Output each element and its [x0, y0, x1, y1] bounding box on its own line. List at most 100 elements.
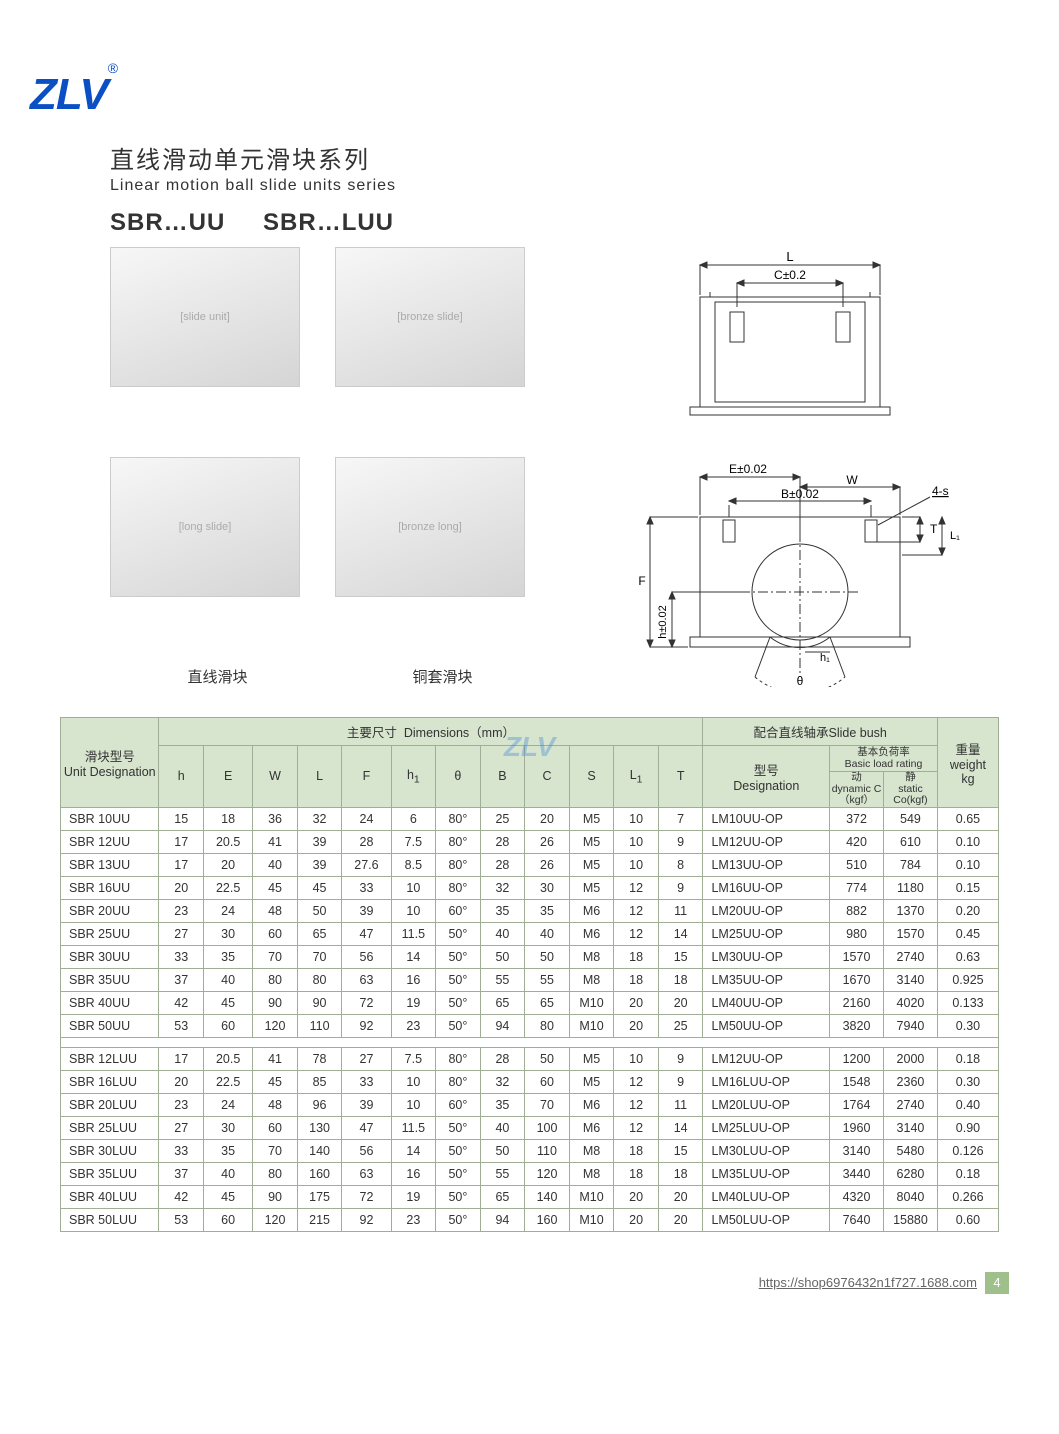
table-cell: 39	[342, 1093, 391, 1116]
table-cell: LM50LUU-OP	[703, 1208, 830, 1231]
table-cell: 1960	[830, 1116, 884, 1139]
brand-text: ZLV	[30, 70, 108, 119]
table-cell: 2360	[883, 1070, 937, 1093]
table-cell: 6	[391, 807, 436, 830]
table-cell: 10	[614, 853, 659, 876]
table-row: SBR 12UU1720.54139287.580°2826M5109LM12U…	[61, 830, 999, 853]
table-cell: 53	[159, 1208, 204, 1231]
table-cell: 60°	[436, 1093, 481, 1116]
table-cell: 17	[159, 830, 204, 853]
table-cell: 11	[658, 1093, 703, 1116]
table-cell: M8	[569, 945, 614, 968]
table-cell: 50°	[436, 1116, 481, 1139]
table-cell: 20.5	[204, 830, 253, 853]
table-cell: 65	[525, 991, 570, 1014]
table-cell: 80	[297, 968, 342, 991]
dim-L1: L₁	[950, 530, 960, 542]
dim-B: B±0.02	[781, 487, 819, 501]
table-cell: 3140	[883, 968, 937, 991]
caption-left: 直线滑块	[110, 666, 325, 687]
table-cell: 19	[391, 991, 436, 1014]
table-cell: 215	[297, 1208, 342, 1231]
table-cell: LM30UU-OP	[703, 945, 830, 968]
table-cell: SBR 12LUU	[61, 1047, 159, 1070]
table-cell: LM12UU-OP	[703, 830, 830, 853]
table-cell: 28	[480, 853, 525, 876]
product-image-3: [long slide]	[110, 457, 300, 597]
table-cell: M6	[569, 1093, 614, 1116]
table-cell: LM35LUU-OP	[703, 1162, 830, 1185]
table-cell: 20	[614, 991, 659, 1014]
table-cell: 80°	[436, 1070, 481, 1093]
table-cell: 42	[159, 991, 204, 1014]
table-cell: 27.6	[342, 853, 391, 876]
table-cell: 35	[480, 1093, 525, 1116]
table-cell: 28	[480, 1047, 525, 1070]
table-cell: 27	[159, 1116, 204, 1139]
table-cell: M6	[569, 1116, 614, 1139]
table-cell: SBR 25UU	[61, 922, 159, 945]
table-cell: 20	[159, 1070, 204, 1093]
table-cell: 20	[614, 1208, 659, 1231]
table-cell: 28	[480, 830, 525, 853]
table-cell: 2740	[883, 1093, 937, 1116]
table-cell: 372	[830, 807, 884, 830]
table-row: SBR 10UU1518363224680°2520M5107LM10UU-OP…	[61, 807, 999, 830]
table-cell: 11.5	[391, 922, 436, 945]
table-cell: 1670	[830, 968, 884, 991]
table-cell: 0.30	[937, 1070, 998, 1093]
dim-h1: h₁	[820, 652, 830, 664]
table-cell: 40	[480, 1116, 525, 1139]
table-cell: 60	[253, 922, 298, 945]
table-cell: 23	[391, 1014, 436, 1037]
table-cell: 20	[658, 991, 703, 1014]
table-cell: 882	[830, 899, 884, 922]
table-cell: 17	[159, 853, 204, 876]
table-cell: 130	[297, 1116, 342, 1139]
table-cell: 3440	[830, 1162, 884, 1185]
table-row: SBR 25UU273060654711.550°4040M61214LM25U…	[61, 922, 999, 945]
dim-T: T	[930, 522, 938, 536]
upper-section: [slide unit] [bronze slide] [long slide]…	[110, 247, 1009, 687]
table-row: SBR 16UU2022.54545331080°3230M5129LM16UU…	[61, 876, 999, 899]
footer-link[interactable]: https://shop6976432n1f727.1688.com	[759, 1275, 977, 1290]
table-cell: 0.65	[937, 807, 998, 830]
table-cell: 7.5	[391, 830, 436, 853]
title-cn: 直线滑动单元滑块系列	[110, 140, 1009, 175]
table-cell: 5480	[883, 1139, 937, 1162]
table-cell: M5	[569, 1070, 614, 1093]
table-cell: 8040	[883, 1185, 937, 1208]
spec-table-wrap: ZLV 滑块型号 Unit Designation 主要尺寸 Dimension…	[60, 717, 999, 1232]
table-row: SBR 30LUU333570140561450°50110M81815LM30…	[61, 1139, 999, 1162]
th-dimcol: h1	[391, 746, 436, 808]
table-cell: 15	[658, 945, 703, 968]
table-cell: SBR 30UU	[61, 945, 159, 968]
table-cell: 20	[614, 1185, 659, 1208]
table-cell: 420	[830, 830, 884, 853]
table-cell: 26	[525, 853, 570, 876]
table-cell: 10	[614, 807, 659, 830]
table-cell: 50	[525, 945, 570, 968]
table-cell: 18	[614, 945, 659, 968]
table-cell: 55	[480, 968, 525, 991]
dim-W: W	[846, 473, 858, 487]
table-cell: 9	[658, 876, 703, 899]
table-cell: 94	[480, 1208, 525, 1231]
table-cell: 27	[342, 1047, 391, 1070]
table-cell: 56	[342, 1139, 391, 1162]
table-cell: SBR 20LUU	[61, 1093, 159, 1116]
title-en: Linear motion ball slide units series	[110, 177, 1009, 195]
table-cell: SBR 20UU	[61, 899, 159, 922]
table-cell: 10	[391, 899, 436, 922]
table-cell: 40	[204, 1162, 253, 1185]
caption-right: 铜套滑块	[335, 666, 550, 687]
table-cell: 0.40	[937, 1093, 998, 1116]
table-cell: 50°	[436, 922, 481, 945]
th-load-rating: 基本负荷率Basic load rating动dynamic C（kgf）静st…	[830, 746, 938, 808]
th-unit-cn: 滑块型号	[63, 746, 156, 765]
th-dimcol: θ	[436, 746, 481, 808]
table-cell: 0.10	[937, 830, 998, 853]
table-cell: 140	[297, 1139, 342, 1162]
table-cell: 20	[159, 876, 204, 899]
table-cell: 32	[297, 807, 342, 830]
